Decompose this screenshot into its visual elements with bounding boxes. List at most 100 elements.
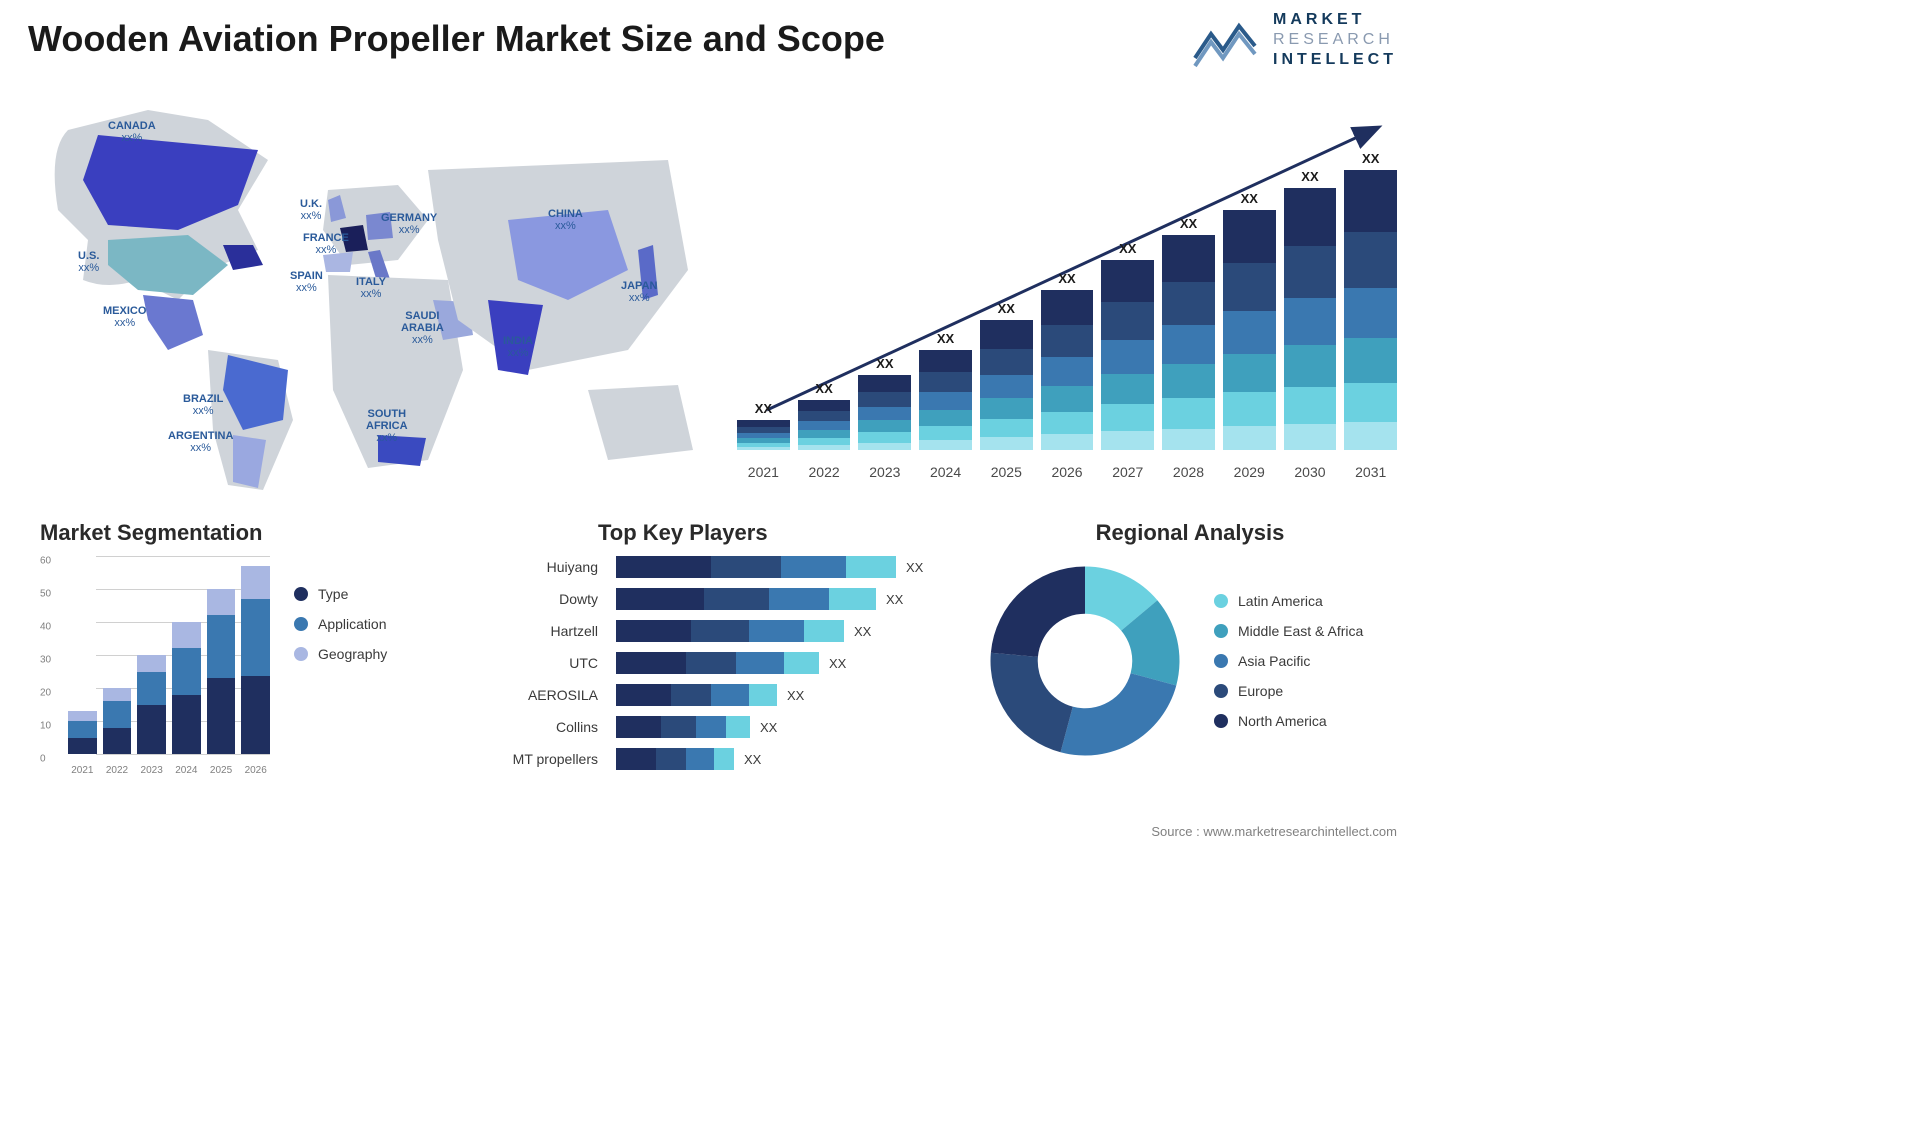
- growth-bar-value: XX: [998, 301, 1015, 316]
- growth-bar-value: XX: [1180, 216, 1197, 231]
- segmentation-bar: [137, 655, 166, 754]
- growth-year-label: 2026: [1041, 464, 1094, 480]
- map-country-label: GERMANYxx%: [381, 212, 437, 236]
- growth-year-label: 2023: [858, 464, 911, 480]
- player-value: XX: [886, 592, 903, 607]
- player-name: MT propellers: [470, 748, 598, 770]
- seg-ytick: 20: [40, 688, 51, 699]
- players-bars: XX XX XX XX XX XX XX: [616, 556, 960, 770]
- player-name: AEROSILA: [470, 684, 598, 706]
- growth-bar-value: XX: [937, 331, 954, 346]
- segmentation-bar: [68, 711, 97, 754]
- player-name: UTC: [470, 652, 598, 674]
- growth-bar: XX: [1101, 241, 1154, 450]
- player-bar-row: XX: [616, 620, 960, 642]
- player-value: XX: [760, 720, 777, 735]
- growth-bar: XX: [1223, 191, 1276, 450]
- donut-slice: [991, 567, 1085, 657]
- map-country-label: INDIAxx%: [503, 335, 533, 359]
- player-bar-row: XX: [616, 684, 960, 706]
- player-name: Collins: [470, 716, 598, 738]
- regional-legend-item: Europe: [1214, 683, 1363, 699]
- page-title: Wooden Aviation Propeller Market Size an…: [28, 18, 885, 60]
- growth-bar: XX: [1041, 271, 1094, 450]
- regional-legend-item: North America: [1214, 713, 1363, 729]
- player-name: Dowty: [470, 588, 598, 610]
- map-country-label: BRAZILxx%: [183, 393, 223, 417]
- player-name: Huiyang: [470, 556, 598, 578]
- regional-section: Regional Analysis Latin AmericaMiddle Ea…: [980, 520, 1400, 766]
- growth-bar-value: XX: [876, 356, 893, 371]
- seg-year-label: 2022: [103, 765, 132, 776]
- segmentation-bar: [103, 688, 132, 754]
- player-bar-row: XX: [616, 556, 960, 578]
- growth-year-label: 2025: [980, 464, 1033, 480]
- player-bar-row: XX: [616, 588, 960, 610]
- seg-year-label: 2024: [172, 765, 201, 776]
- player-bar-row: XX: [616, 716, 960, 738]
- map-country-label: FRANCExx%: [303, 232, 349, 256]
- segmentation-section: Market Segmentation 0102030405060 202120…: [40, 520, 460, 776]
- player-value: XX: [744, 752, 761, 767]
- seg-ytick: 60: [40, 556, 51, 567]
- logo-mark-icon: [1191, 10, 1261, 70]
- logo-text-3: INTELLECT: [1273, 50, 1397, 70]
- regional-legend: Latin AmericaMiddle East & AfricaAsia Pa…: [1214, 593, 1363, 729]
- growth-bar-value: XX: [1119, 241, 1136, 256]
- seg-ytick: 0: [40, 754, 46, 765]
- player-value: XX: [906, 560, 923, 575]
- segmentation-chart: 0102030405060 202120222023202420252026: [40, 556, 270, 776]
- brand-logo: MARKET RESEARCH INTELLECT: [1191, 10, 1397, 70]
- seg-ytick: 40: [40, 622, 51, 633]
- growth-bar: XX: [919, 331, 972, 450]
- seg-ytick: 30: [40, 655, 51, 666]
- seg-year-label: 2021: [68, 765, 97, 776]
- donut-slice: [1061, 673, 1177, 755]
- growth-bar-value: XX: [755, 401, 772, 416]
- growth-bar-value: XX: [1241, 191, 1258, 206]
- players-title: Top Key Players: [598, 520, 960, 546]
- segmentation-legend-item: Type: [294, 586, 387, 602]
- growth-year-label: 2027: [1101, 464, 1154, 480]
- growth-bar-value: XX: [1301, 169, 1318, 184]
- source-label: Source : www.marketresearchintellect.com: [1151, 824, 1397, 839]
- growth-year-label: 2022: [798, 464, 851, 480]
- growth-year-label: 2030: [1284, 464, 1337, 480]
- growth-year-label: 2031: [1344, 464, 1397, 480]
- map-country-label: ITALYxx%: [356, 276, 386, 300]
- segmentation-bar: [241, 566, 270, 754]
- growth-year-label: 2024: [919, 464, 972, 480]
- seg-ytick: 10: [40, 721, 51, 732]
- map-country-label: U.K.xx%: [300, 198, 322, 222]
- growth-bar: XX: [798, 381, 851, 450]
- segmentation-bar: [172, 622, 201, 754]
- growth-bar-value: XX: [1362, 151, 1379, 166]
- player-name: Hartzell: [470, 620, 598, 642]
- seg-year-label: 2026: [241, 765, 270, 776]
- growth-bar: XX: [858, 356, 911, 450]
- regional-title: Regional Analysis: [980, 520, 1400, 546]
- growth-year-label: 2029: [1223, 464, 1276, 480]
- growth-bar-value: XX: [815, 381, 832, 396]
- map-country-label: SAUDIARABIAxx%: [401, 310, 444, 346]
- segmentation-legend-item: Geography: [294, 646, 387, 662]
- growth-chart: XXXXXXXXXXXXXXXXXXXXXX 20212022202320242…: [737, 110, 1397, 480]
- map-country-label: JAPANxx%: [621, 280, 657, 304]
- seg-year-label: 2023: [137, 765, 166, 776]
- regional-legend-item: Latin America: [1214, 593, 1363, 609]
- map-country-label: ARGENTINAxx%: [168, 430, 233, 454]
- player-value: XX: [787, 688, 804, 703]
- map-country-label: CANADAxx%: [108, 120, 156, 144]
- segmentation-bar: [207, 589, 236, 754]
- player-bar-row: XX: [616, 748, 960, 770]
- map-country-label: SPAINxx%: [290, 270, 323, 294]
- growth-bar-value: XX: [1058, 271, 1075, 286]
- player-bar-row: XX: [616, 652, 960, 674]
- regional-donut: [980, 556, 1190, 766]
- growth-year-label: 2028: [1162, 464, 1215, 480]
- map-country-label: U.S.xx%: [78, 250, 99, 274]
- map-country-label: MEXICOxx%: [103, 305, 146, 329]
- segmentation-legend-item: Application: [294, 616, 387, 632]
- players-section: Top Key Players Huiyang Dowty Hartzell UTC A…: [470, 520, 960, 770]
- growth-bar: XX: [980, 301, 1033, 450]
